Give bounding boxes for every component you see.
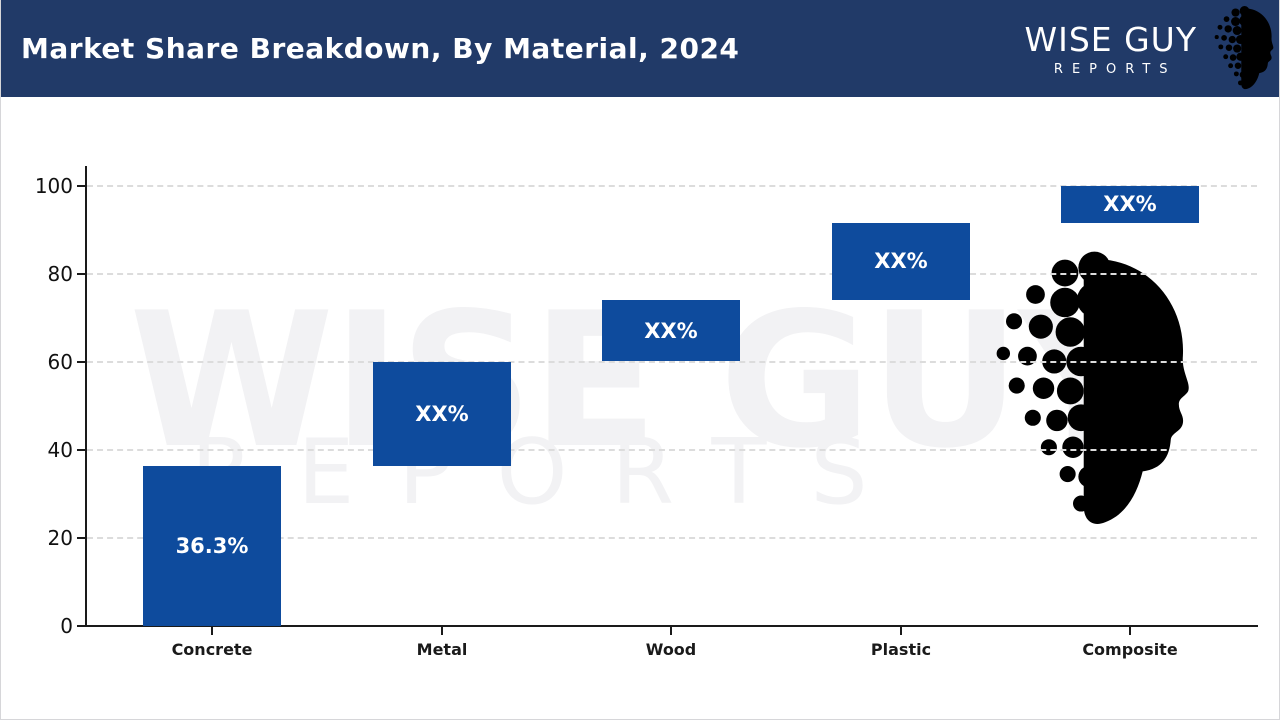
bar-value-label: XX% (874, 249, 928, 274)
grid-line (87, 273, 1257, 275)
page-title: Market Share Breakdown, By Material, 202… (21, 32, 740, 65)
x-category-label: Metal (416, 640, 468, 659)
brand-logo: WISE GUY REPORTS (1007, 2, 1275, 95)
y-axis-tick (77, 449, 85, 451)
x-axis-tick (670, 627, 672, 635)
y-tick-label: 20 (47, 526, 73, 550)
dotted-head-profile-icon (1197, 6, 1279, 96)
bar-value-label: XX% (644, 318, 698, 343)
bar-value-label: 36.3% (175, 534, 249, 559)
x-axis-tick (1129, 627, 1131, 635)
x-axis-tick (211, 627, 213, 635)
brand-wordmark: WISE GUY (1024, 20, 1197, 59)
grid-line (87, 185, 1257, 187)
bar-value-label: XX% (415, 402, 469, 427)
bar-metal: XX% (373, 362, 511, 467)
x-category-label: Composite (1082, 640, 1178, 659)
bar-composite: XX% (1061, 186, 1199, 223)
grid-line (87, 537, 1257, 539)
x-axis-tick (441, 627, 443, 635)
watermark-subtext: REPORTS (191, 420, 912, 525)
header-bar: Market Share Breakdown, By Material, 202… (1, 0, 1279, 97)
brand-subtext: REPORTS (1053, 62, 1177, 77)
bar-value-label: XX% (1103, 192, 1157, 217)
y-tick-label: 100 (34, 174, 73, 198)
y-axis-line (85, 166, 87, 627)
x-category-label: Wood (645, 640, 697, 659)
y-axis-tick (77, 361, 85, 363)
y-axis-tick (77, 273, 85, 275)
x-category-label: Plastic (870, 640, 932, 659)
y-axis-tick (77, 185, 85, 187)
y-axis-tick (77, 625, 85, 627)
y-tick-label: 80 (47, 262, 73, 286)
y-tick-label: 40 (47, 438, 73, 462)
y-tick-label: 0 (60, 614, 73, 638)
bar-plastic: XX% (832, 222, 970, 300)
y-tick-label: 60 (47, 350, 73, 374)
brand-wordmark-block: WISE GUY REPORTS (1024, 20, 1197, 77)
grid-line (87, 449, 1257, 451)
bar-concrete: 36.3% (143, 466, 281, 626)
x-axis-line (85, 625, 1258, 627)
x-axis-tick (900, 627, 902, 635)
y-axis-tick (77, 537, 85, 539)
x-category-label: Concrete (171, 640, 253, 659)
bar-wood: XX% (602, 299, 740, 362)
watermark-head-icon (939, 208, 1207, 590)
grid-line (87, 361, 1257, 363)
